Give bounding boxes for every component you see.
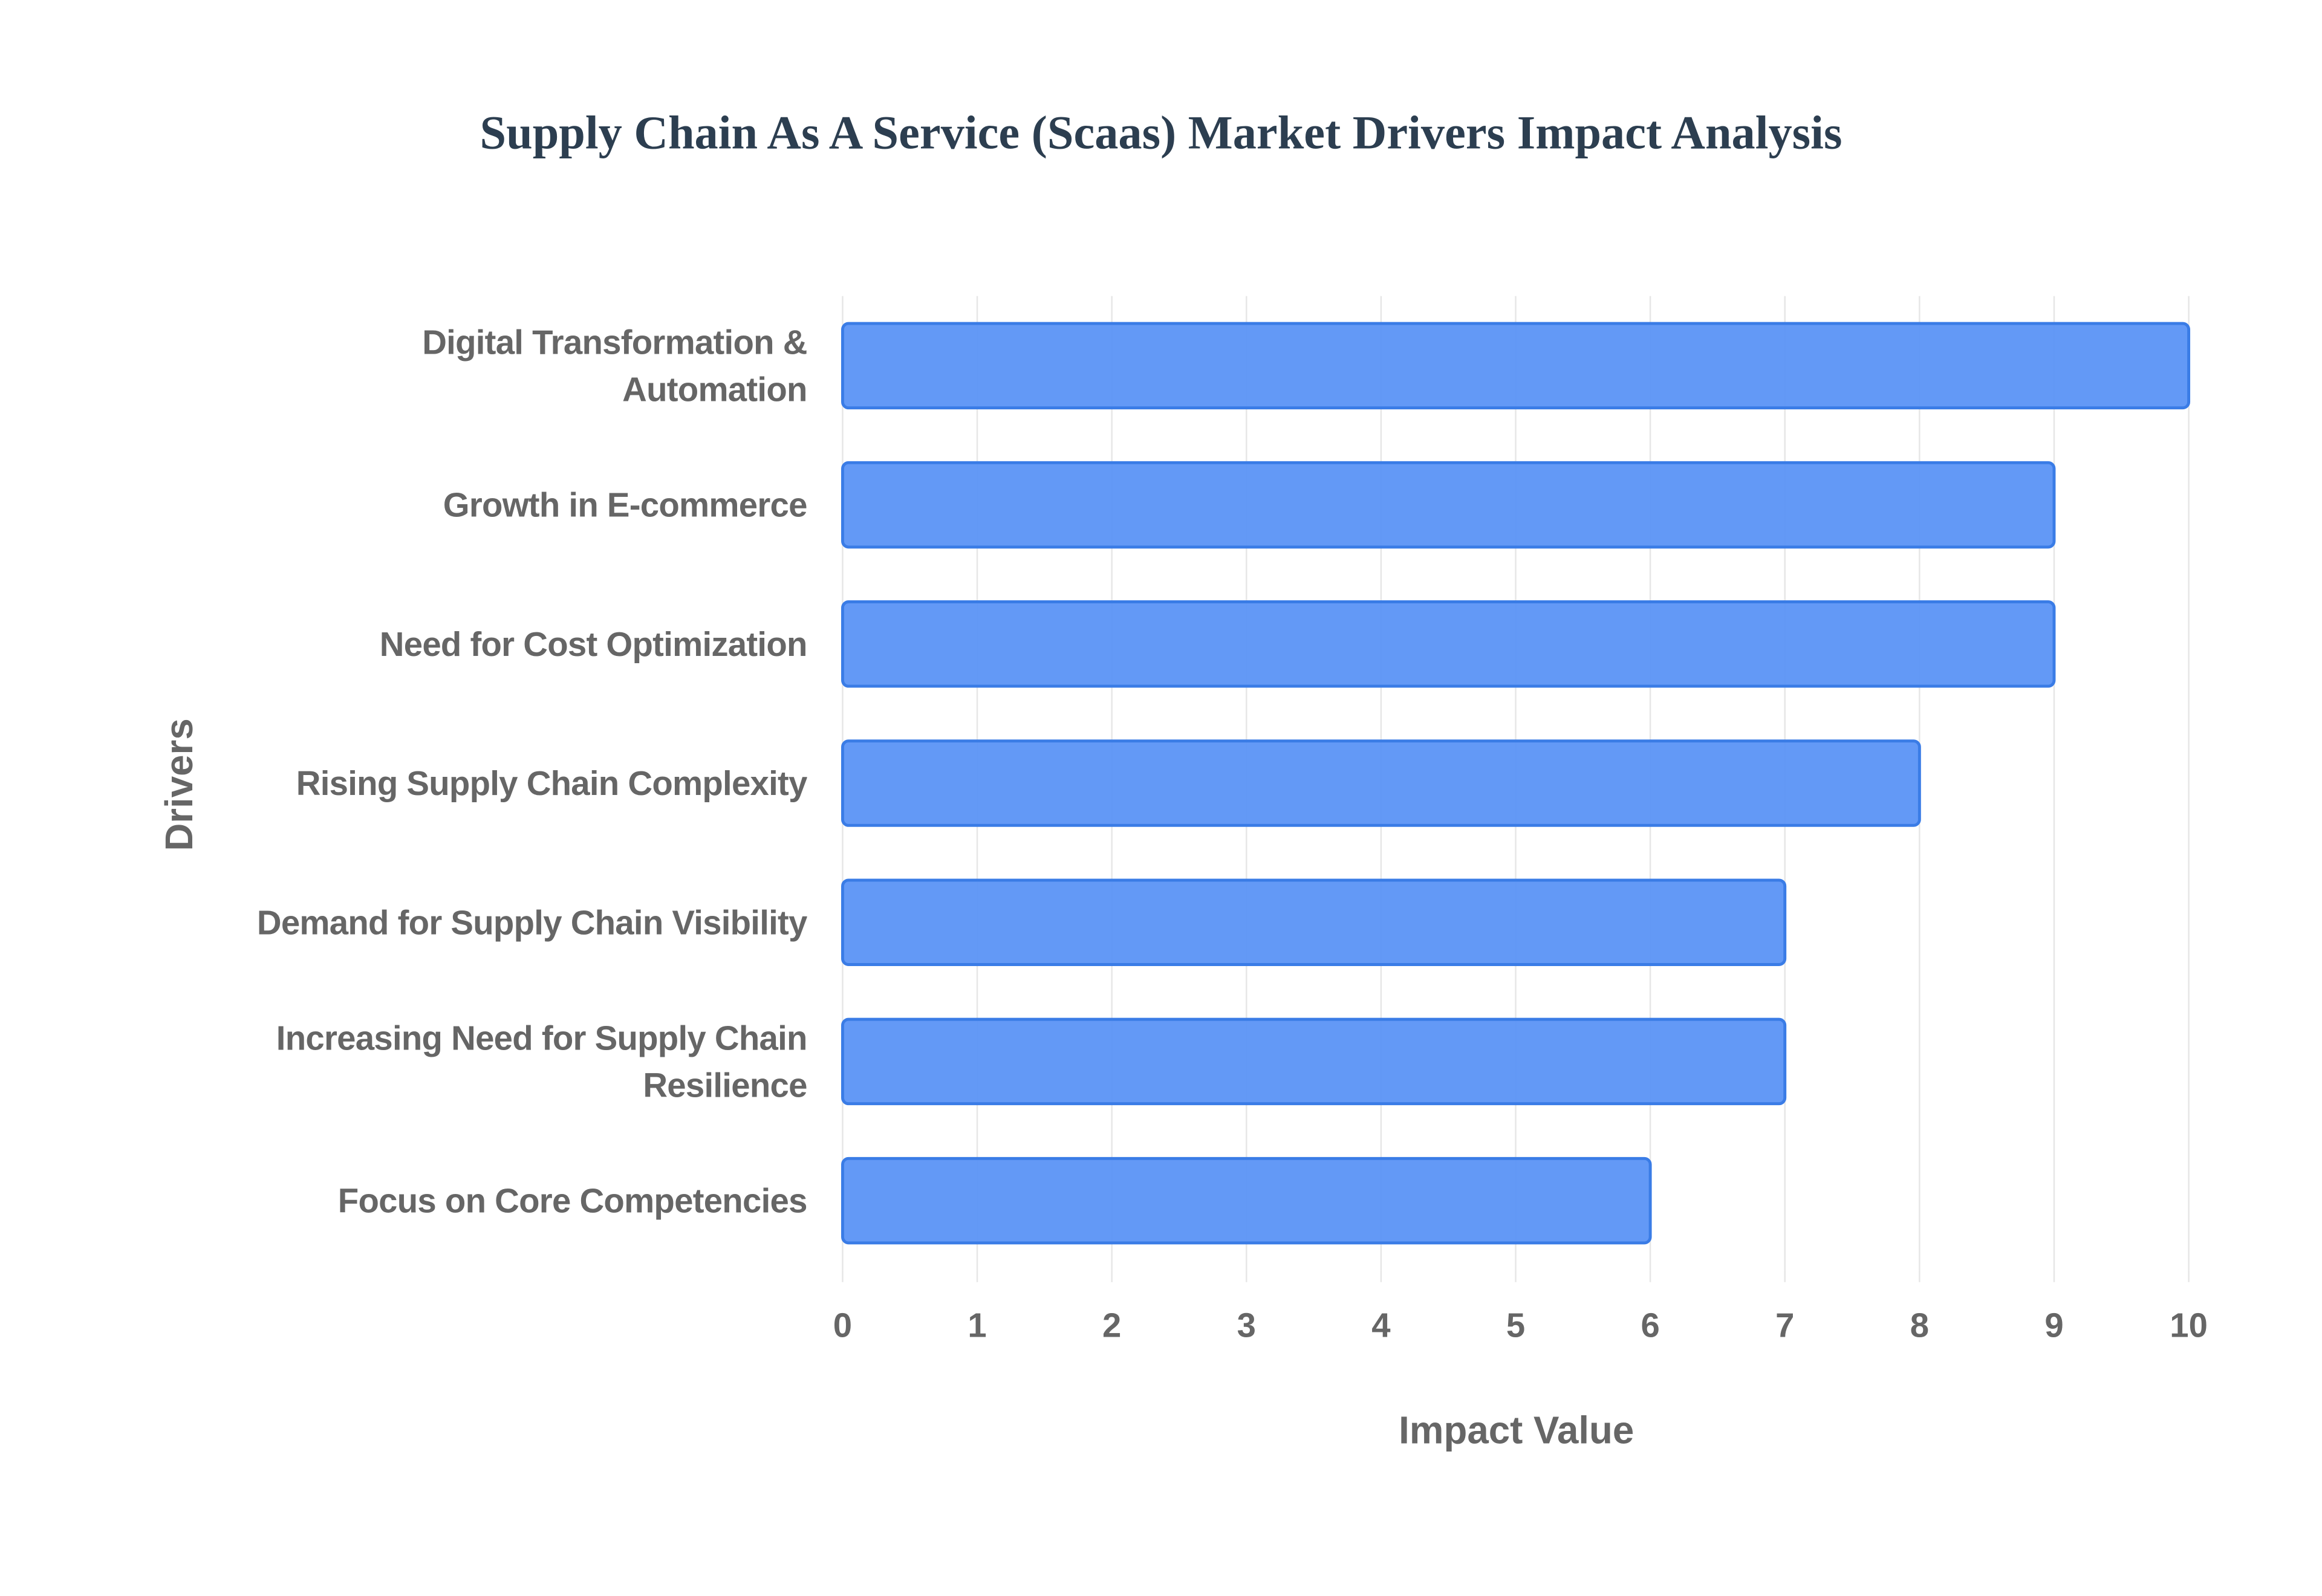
y-tick-label: Rising Supply Chain Complexity xyxy=(296,764,807,803)
x-tick-label: 4 xyxy=(1371,1306,1391,1345)
chart-title: Supply Chain As A Service (Scaas) Market… xyxy=(480,106,1842,159)
x-axis-title: Impact Value xyxy=(1399,1409,1634,1452)
bar xyxy=(841,1017,1787,1106)
y-tick-label-box: Growth in E-commerce xyxy=(237,438,807,571)
bar xyxy=(841,322,2191,410)
y-tick-label-box: Increasing Need for Supply Chain Resilie… xyxy=(237,995,807,1128)
x-tick-label: 8 xyxy=(1910,1306,1929,1345)
y-tick-label: Digital Transformation & Automation xyxy=(422,322,807,409)
x-tick-label: 5 xyxy=(1506,1306,1525,1345)
y-tick-label: Growth in E-commerce xyxy=(443,485,807,524)
y-tick-label: Focus on Core Competencies xyxy=(337,1181,807,1220)
y-tick-label-wrap: Need for Cost Optimization xyxy=(237,577,807,710)
y-tick-label: Need for Cost Optimization xyxy=(379,624,807,664)
bar xyxy=(841,600,2056,688)
x-tick-label: 1 xyxy=(968,1306,986,1345)
y-tick-label-box: Need for Cost Optimization xyxy=(237,577,807,710)
y-tick-label-box: Rising Supply Chain Complexity xyxy=(237,716,807,849)
y-tick-label-wrap: Focus on Core Competencies xyxy=(237,1134,807,1267)
x-tick-label: 2 xyxy=(1102,1306,1121,1345)
y-axis-title: Drivers xyxy=(158,718,201,851)
x-tick-label: 10 xyxy=(2170,1306,2208,1345)
y-tick-label-box: Digital Transformation & Automation xyxy=(237,299,807,432)
y-tick-label: Demand for Supply Chain Visibility xyxy=(256,903,807,942)
bar xyxy=(841,461,2056,549)
y-tick-label-wrap: Growth in E-commerce xyxy=(237,438,807,571)
x-tick-label: 9 xyxy=(2044,1306,2063,1345)
bar xyxy=(841,1156,1652,1245)
y-tick-label-wrap: Demand for Supply Chain Visibility xyxy=(237,856,807,989)
y-tick-label: Increasing Need for Supply Chain Resilie… xyxy=(276,1018,807,1105)
bar xyxy=(841,878,1787,966)
x-tick-label: 7 xyxy=(1775,1306,1794,1345)
y-tick-label-wrap: Rising Supply Chain Complexity xyxy=(237,716,807,849)
x-tick-label: 6 xyxy=(1641,1306,1659,1345)
y-tick-label-wrap: Increasing Need for Supply Chain Resilie… xyxy=(237,995,807,1128)
y-tick-label-wrap: Digital Transformation & Automation xyxy=(237,299,807,432)
x-tick-label: 3 xyxy=(1237,1306,1256,1345)
bar xyxy=(841,739,1921,827)
x-tick-label: 0 xyxy=(833,1306,852,1345)
y-tick-label-box: Demand for Supply Chain Visibility xyxy=(237,856,807,989)
y-tick-label-box: Focus on Core Competencies xyxy=(237,1134,807,1267)
